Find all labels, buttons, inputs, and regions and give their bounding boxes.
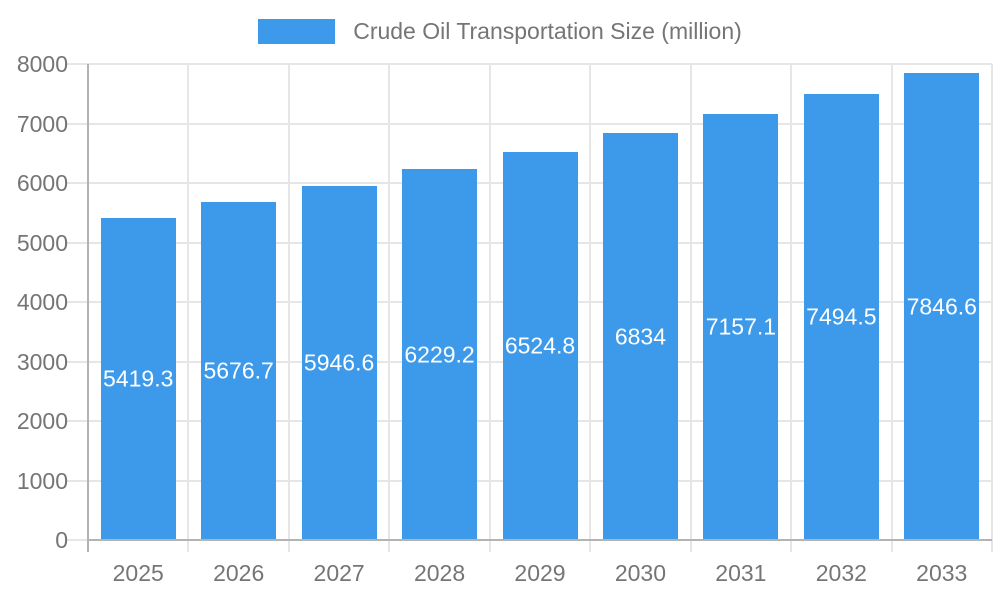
- bar[interactable]: [201, 202, 277, 540]
- bar-value-label: 7494.5: [806, 303, 877, 330]
- y-axis-tick: [66, 301, 88, 303]
- y-axis-tick: [66, 539, 88, 541]
- bar[interactable]: [703, 114, 779, 540]
- x-axis-tick: [991, 540, 993, 552]
- bar-value-label: 5419.3: [103, 365, 174, 392]
- x-axis-tick: [689, 540, 692, 552]
- gridline-vertical: [488, 64, 491, 540]
- bar[interactable]: [100, 217, 176, 540]
- x-axis-tick: [187, 540, 190, 552]
- x-tick-label: 2026: [213, 560, 265, 586]
- y-tick-label: 5000: [16, 229, 68, 256]
- gridline-vertical: [890, 64, 893, 540]
- gridline-vertical: [187, 64, 190, 540]
- y-axis-tick: [66, 241, 88, 244]
- y-tick-label: 3000: [16, 348, 68, 375]
- y-axis-tick: [66, 122, 88, 125]
- x-tick-label: 2033: [916, 560, 968, 586]
- legend[interactable]: Crude Oil Transportation Size (million): [0, 18, 1000, 45]
- x-axis-line: [88, 539, 992, 541]
- y-axis-tick: [66, 63, 88, 65]
- y-tick-label: 7000: [16, 110, 68, 137]
- gridline-vertical: [589, 64, 592, 540]
- gridline-vertical: [689, 64, 692, 540]
- y-tick-label: 6000: [16, 170, 68, 196]
- bar-value-label: 5676.7: [203, 357, 274, 384]
- bar-value-label: 6834: [614, 323, 667, 350]
- y-tick-label: 4000: [16, 289, 68, 315]
- bar[interactable]: [502, 151, 578, 540]
- x-axis-tick: [388, 540, 391, 552]
- x-axis-tick: [890, 540, 893, 552]
- x-tick-label: 2027: [313, 560, 365, 586]
- x-axis-tick: [488, 540, 491, 552]
- y-tick-label: 8000: [16, 51, 68, 77]
- gridline-vertical: [991, 64, 993, 540]
- bar-value-label: 5946.6: [303, 349, 375, 376]
- bar[interactable]: [402, 169, 478, 540]
- legend-label: Crude Oil Transportation Size (million): [353, 18, 742, 44]
- bar[interactable]: [301, 186, 377, 540]
- bar[interactable]: [904, 73, 980, 540]
- x-axis-tick: [790, 540, 793, 552]
- x-tick-label: 2031: [715, 560, 767, 586]
- x-tick-label: 2029: [514, 560, 566, 586]
- y-tick-label: 1000: [16, 467, 68, 494]
- x-tick-label: 2030: [614, 560, 667, 586]
- y-axis-tick: [66, 360, 88, 363]
- gridline-vertical: [388, 64, 391, 540]
- x-axis-tick: [589, 540, 592, 552]
- x-axis-tick: [287, 540, 290, 552]
- x-tick-label: 2028: [413, 560, 466, 586]
- bar[interactable]: [602, 133, 678, 540]
- gridline-horizontal: [88, 63, 992, 65]
- y-tick-label: 2000: [16, 408, 68, 434]
- bar-value-label: 7157.1: [705, 313, 777, 340]
- y-axis-tick: [66, 182, 88, 184]
- y-axis-tick: [66, 420, 88, 422]
- bar-value-label: 6229.2: [404, 341, 475, 368]
- bar-value-label: 7846.6: [906, 293, 977, 320]
- y-axis-tick: [66, 479, 88, 482]
- x-tick-label: 2025: [112, 560, 164, 586]
- bar-value-label: 6524.8: [504, 332, 576, 359]
- y-tick-label: 0: [55, 527, 68, 553]
- gridline-vertical: [287, 64, 290, 540]
- gridline-horizontal: [88, 122, 992, 125]
- legend-swatch-icon: [258, 19, 336, 44]
- bar[interactable]: [803, 94, 879, 540]
- x-tick-label: 2032: [815, 560, 867, 586]
- y-axis-line: [87, 64, 89, 552]
- gridline-vertical: [790, 64, 793, 540]
